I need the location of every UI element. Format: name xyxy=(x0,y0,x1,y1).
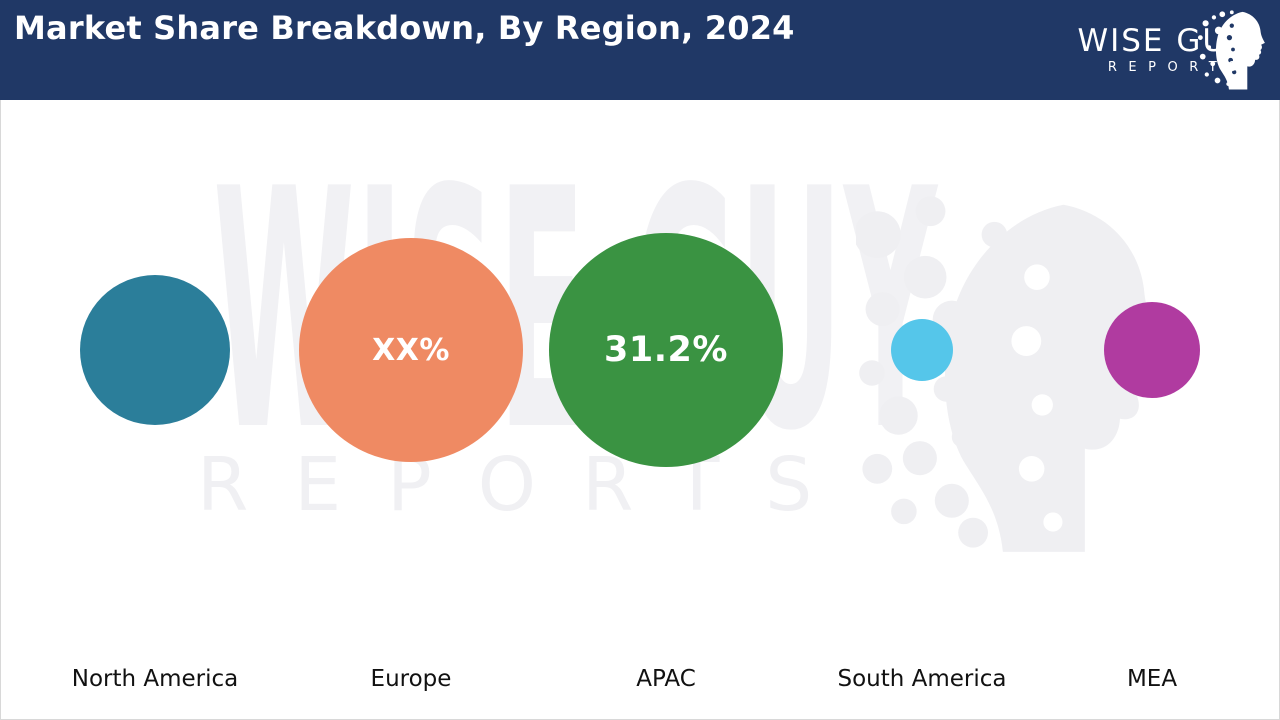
chart-area: WISE GUY REPORTS xyxy=(0,100,1280,720)
brand-logo: WISE GUY REPORTS xyxy=(1077,9,1270,90)
region-label-europe: Europe xyxy=(370,666,452,692)
bubble-europe: XX% xyxy=(299,238,523,462)
header-bar: Market Share Breakdown, By Region, 2024 … xyxy=(0,0,1280,100)
bubble-north-america xyxy=(80,275,230,425)
region-label-south-america: South America xyxy=(837,666,1007,692)
bubble-apac: 31.2% xyxy=(549,233,783,467)
region-label-north-america: North America xyxy=(71,666,239,692)
brand-tagline: REPORTS xyxy=(1107,59,1248,75)
region-label-apac: APAC xyxy=(636,666,696,692)
brand-wordmark: WISE GUY REPORTS xyxy=(1077,24,1248,74)
watermark-tagline: REPORTS xyxy=(197,442,859,528)
bubble-value-apac: 31.2% xyxy=(604,330,728,370)
bubble-mea xyxy=(1104,302,1200,398)
bubble-value-europe: XX% xyxy=(372,332,450,368)
head-profile-icon xyxy=(1197,10,1265,90)
region-label-mea: MEA xyxy=(1126,666,1178,692)
page-title: Market Share Breakdown, By Region, 2024 xyxy=(14,9,795,47)
bubble-south-america xyxy=(891,319,953,381)
brand-name: WISE GUY xyxy=(1077,23,1248,60)
